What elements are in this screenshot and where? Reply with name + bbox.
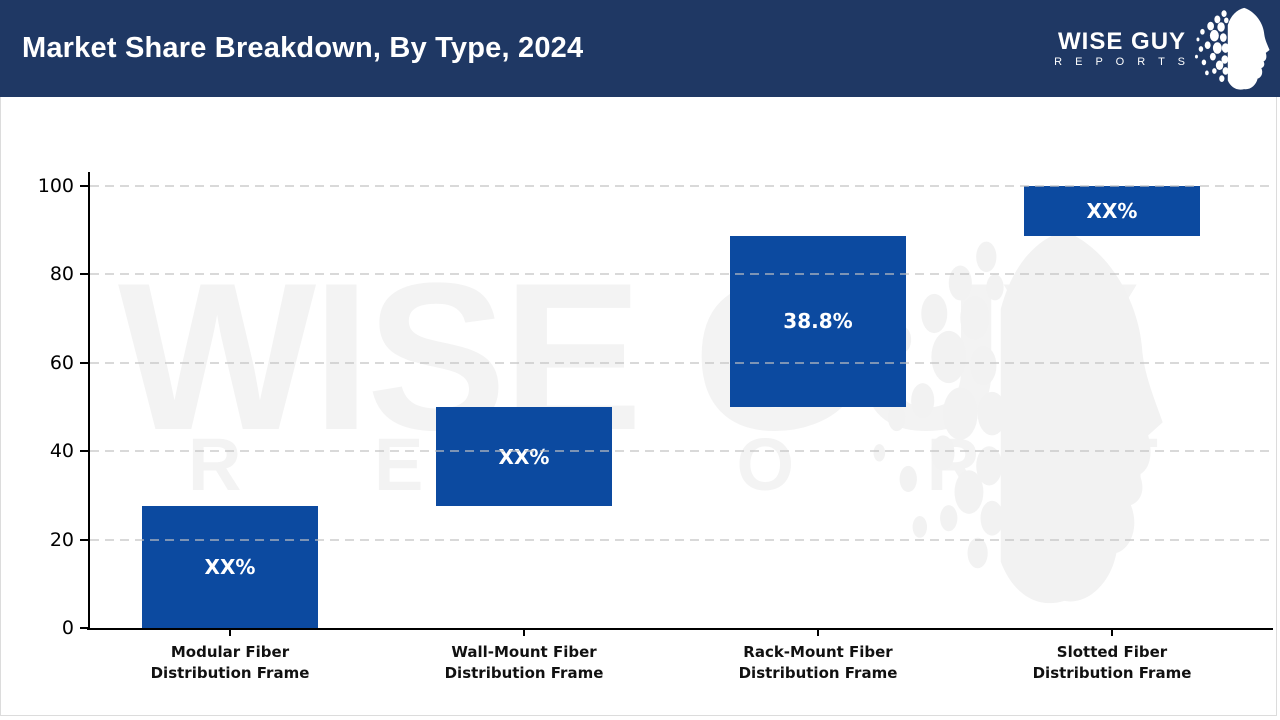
x-tick bbox=[1111, 630, 1113, 636]
x-category-label: Wall-Mount Fiber Distribution Frame bbox=[444, 643, 604, 682]
gridline-80 bbox=[90, 273, 1272, 276]
y-tick-80 bbox=[80, 273, 88, 276]
y-tick-60 bbox=[80, 361, 88, 364]
x-category-label: Modular Fiber Distribution Frame bbox=[150, 643, 310, 682]
bar-segment: XX% bbox=[142, 506, 318, 628]
y-tick-100 bbox=[80, 185, 88, 187]
gridline-40 bbox=[90, 450, 1272, 453]
page-title: Market Share Breakdown, By Type, 2024 bbox=[22, 32, 584, 64]
logo-wordmark: WISE GUY R E P O R T S bbox=[1054, 29, 1190, 68]
gridline-60 bbox=[90, 361, 1272, 364]
bar-value-label: XX% bbox=[204, 555, 256, 580]
bar-segment: XX% bbox=[436, 407, 612, 507]
y-tick-40 bbox=[80, 450, 88, 453]
gridline-100 bbox=[90, 185, 1272, 187]
y-tick-20 bbox=[80, 538, 88, 541]
y-tick-label-80: 80 bbox=[49, 263, 74, 286]
y-axis-spine bbox=[88, 172, 90, 630]
y-tick-label-40: 40 bbox=[49, 440, 74, 463]
x-axis-spine bbox=[87, 628, 1273, 630]
bar-segment: XX% bbox=[1024, 186, 1200, 236]
gridline-20 bbox=[90, 538, 1272, 541]
bar-value-label: 38.8% bbox=[783, 309, 853, 334]
x-tick bbox=[523, 630, 525, 636]
bar-value-label: XX% bbox=[498, 444, 550, 469]
x-category-label: Slotted Fiber Distribution Frame bbox=[1032, 643, 1192, 682]
logo-face-icon bbox=[1194, 7, 1270, 90]
x-category-label: Rack-Mount Fiber Distribution Frame bbox=[738, 643, 898, 682]
logo-name: WISE GUY bbox=[1058, 27, 1187, 55]
y-tick-label-0: 0 bbox=[61, 617, 74, 639]
brand-logo: WISE GUY R E P O R T S bbox=[1054, 6, 1274, 92]
x-tick bbox=[817, 630, 819, 636]
x-tick bbox=[229, 630, 231, 636]
y-tick-0 bbox=[80, 627, 88, 629]
y-tick-label-20: 20 bbox=[49, 528, 74, 551]
bar-value-label: XX% bbox=[1086, 198, 1138, 223]
header: Market Share Breakdown, By Type, 2024 WI… bbox=[0, 0, 1280, 97]
y-tick-label-60: 60 bbox=[49, 351, 74, 374]
logo-subtitle: R E P O R T S bbox=[1054, 56, 1190, 69]
bar-segment: 38.8% bbox=[730, 235, 906, 407]
y-tick-label-100: 100 bbox=[37, 175, 74, 197]
